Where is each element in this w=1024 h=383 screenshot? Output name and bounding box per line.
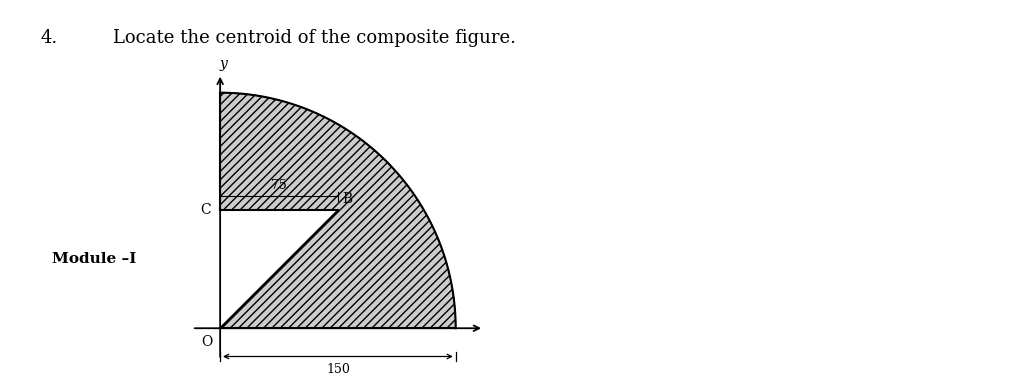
Text: O: O bbox=[201, 334, 212, 349]
Text: y: y bbox=[219, 57, 227, 71]
Text: B: B bbox=[343, 192, 352, 206]
Text: Locate the centroid of the composite figure.: Locate the centroid of the composite fig… bbox=[113, 29, 516, 47]
Text: 75: 75 bbox=[271, 178, 287, 192]
Text: 150: 150 bbox=[326, 363, 350, 376]
Text: 4.: 4. bbox=[41, 29, 58, 47]
Text: C: C bbox=[200, 203, 211, 218]
Text: Module –I: Module –I bbox=[52, 252, 136, 266]
Polygon shape bbox=[220, 93, 456, 328]
